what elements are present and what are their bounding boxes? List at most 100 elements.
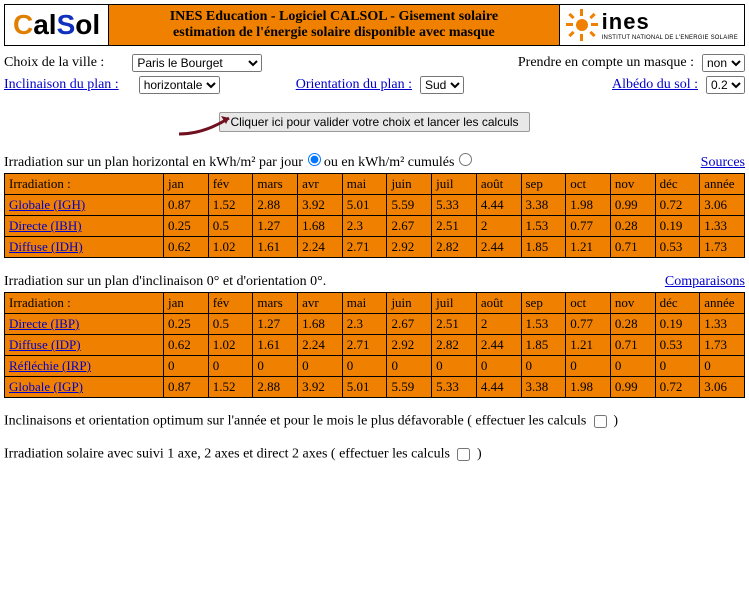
- footer1-text: Inclinaisons et orientation optimum sur …: [4, 414, 590, 429]
- value-cell: 2.92: [387, 237, 432, 258]
- optimum-checkbox[interactable]: [594, 415, 607, 428]
- value-cell: 1.33: [700, 314, 745, 335]
- value-cell: 5.01: [342, 377, 387, 398]
- section1-head: Irradiation sur un plan horizontal en kW…: [4, 150, 745, 171]
- city-select[interactable]: Paris le Bourget: [132, 54, 262, 72]
- col-header-month: mars: [253, 293, 298, 314]
- table-row: Diffuse (IDP)0.621.021.612.242.712.922.8…: [5, 335, 745, 356]
- logo-s: S: [57, 9, 76, 40]
- orientation-select[interactable]: Sud: [420, 76, 464, 94]
- col-header-month: fév: [208, 174, 253, 195]
- value-cell: 0.71: [610, 335, 655, 356]
- value-cell: 0: [298, 356, 343, 377]
- albedo-select[interactable]: 0.2: [706, 76, 745, 94]
- value-cell: 3.38: [521, 377, 566, 398]
- value-cell: 2.44: [476, 237, 521, 258]
- value-cell: 3.38: [521, 195, 566, 216]
- value-cell: 1.21: [566, 237, 611, 258]
- value-cell: 0: [700, 356, 745, 377]
- controls-row-2: Inclinaison du plan : horizontale Orient…: [4, 76, 745, 94]
- value-cell: 0.62: [164, 237, 209, 258]
- col-header-month: mai: [342, 293, 387, 314]
- row-label-cell: Globale (IGP): [5, 377, 164, 398]
- ines-small: INSTITUT NATIONAL DE L'ENERGIE SOLAIRE: [602, 35, 738, 41]
- value-cell: 0.28: [610, 314, 655, 335]
- footer2-text: Irradiation solaire avec suivi 1 axe, 2 …: [4, 447, 453, 462]
- col-header-month: nov: [610, 293, 655, 314]
- footer-optimum: Inclinaisons et orientation optimum sur …: [4, 412, 745, 431]
- value-cell: 0.99: [610, 195, 655, 216]
- value-cell: 2.67: [387, 216, 432, 237]
- footer1-end: ): [613, 414, 618, 429]
- value-cell: 1.02: [208, 237, 253, 258]
- value-cell: 1.73: [700, 335, 745, 356]
- row-label-link[interactable]: Directe (IBP): [9, 316, 79, 331]
- col-header-month: mai: [342, 174, 387, 195]
- value-cell: 0: [566, 356, 611, 377]
- value-cell: 0: [521, 356, 566, 377]
- col-header-label: Irradiation :: [5, 293, 164, 314]
- value-cell: 0.25: [164, 314, 209, 335]
- value-cell: 1.52: [208, 195, 253, 216]
- compare-link[interactable]: Comparaisons: [665, 274, 745, 289]
- value-cell: 3.06: [700, 377, 745, 398]
- sources-link[interactable]: Sources: [701, 155, 745, 170]
- section2-head: Irradiation sur un plan d'inclinaison 0°…: [4, 274, 745, 290]
- row-label-link[interactable]: Directe (IBH): [9, 218, 82, 233]
- row-label-link[interactable]: Réfléchie (IRP): [9, 358, 91, 373]
- col-header-month: oct: [566, 174, 611, 195]
- value-cell: 5.33: [432, 377, 477, 398]
- table-horizontal: Irradiation :janfévmarsavrmaijuinjuilaoû…: [4, 173, 745, 258]
- value-cell: 3.92: [298, 377, 343, 398]
- value-cell: 0.71: [610, 237, 655, 258]
- col-header-month: sep: [521, 174, 566, 195]
- row-label-link[interactable]: Diffuse (IDP): [9, 337, 81, 352]
- unit-cumul-radio[interactable]: [459, 153, 472, 166]
- table-row: Directe (IBH)0.250.51.271.682.32.672.512…: [5, 216, 745, 237]
- inclination-select[interactable]: horizontale: [139, 76, 220, 94]
- value-cell: 0: [476, 356, 521, 377]
- row-label-cell: Diffuse (IDH): [5, 237, 164, 258]
- logo-ol: ol: [75, 9, 100, 40]
- row-label-link[interactable]: Globale (IGP): [9, 379, 83, 394]
- value-cell: 1.61: [253, 237, 298, 258]
- mask-select[interactable]: non: [702, 54, 745, 72]
- col-header-month: avr: [298, 174, 343, 195]
- table-row: Globale (IGP)0.871.522.883.925.015.595.3…: [5, 377, 745, 398]
- value-cell: 2.67: [387, 314, 432, 335]
- row-label-link[interactable]: Diffuse (IDH): [9, 239, 83, 254]
- value-cell: 0.72: [655, 195, 700, 216]
- value-cell: 1.52: [208, 377, 253, 398]
- tracking-checkbox[interactable]: [457, 448, 470, 461]
- value-cell: 2.88: [253, 195, 298, 216]
- col-header-month: juin: [387, 293, 432, 314]
- calculate-button[interactable]: Cliquer ici pour valider votre choix et …: [219, 112, 529, 132]
- value-cell: 2.71: [342, 335, 387, 356]
- value-cell: 0.5: [208, 314, 253, 335]
- col-header-month: avr: [298, 293, 343, 314]
- value-cell: 2.82: [432, 335, 477, 356]
- value-cell: 2: [476, 216, 521, 237]
- value-cell: 1.21: [566, 335, 611, 356]
- value-cell: 4.44: [476, 377, 521, 398]
- footer-tracking: Irradiation solaire avec suivi 1 axe, 2 …: [4, 445, 745, 464]
- row-label-link[interactable]: Globale (IGH): [9, 197, 85, 212]
- value-cell: 1.27: [253, 314, 298, 335]
- value-cell: 0.87: [164, 195, 209, 216]
- col-header-month: août: [476, 293, 521, 314]
- orientation-link[interactable]: Orientation du plan :: [296, 77, 412, 93]
- value-cell: 5.59: [387, 377, 432, 398]
- table-row: Diffuse (IDH)0.621.021.612.242.712.922.8…: [5, 237, 745, 258]
- value-cell: 0: [253, 356, 298, 377]
- unit-perday-radio[interactable]: [308, 153, 321, 166]
- arrow-icon: [174, 104, 244, 140]
- inclination-link[interactable]: Inclinaison du plan :: [4, 77, 119, 93]
- ines-big: ines: [602, 9, 738, 35]
- calsol-logo-box: CalSol: [5, 5, 109, 45]
- value-cell: 0.99: [610, 377, 655, 398]
- value-cell: 2.71: [342, 237, 387, 258]
- mask-label: Prendre en compte un masque :: [518, 55, 694, 71]
- albedo-link[interactable]: Albédo du sol :: [612, 77, 698, 93]
- ines-text: ines INSTITUT NATIONAL DE L'ENERGIE SOLA…: [602, 9, 738, 41]
- footer2-end: ): [477, 447, 482, 462]
